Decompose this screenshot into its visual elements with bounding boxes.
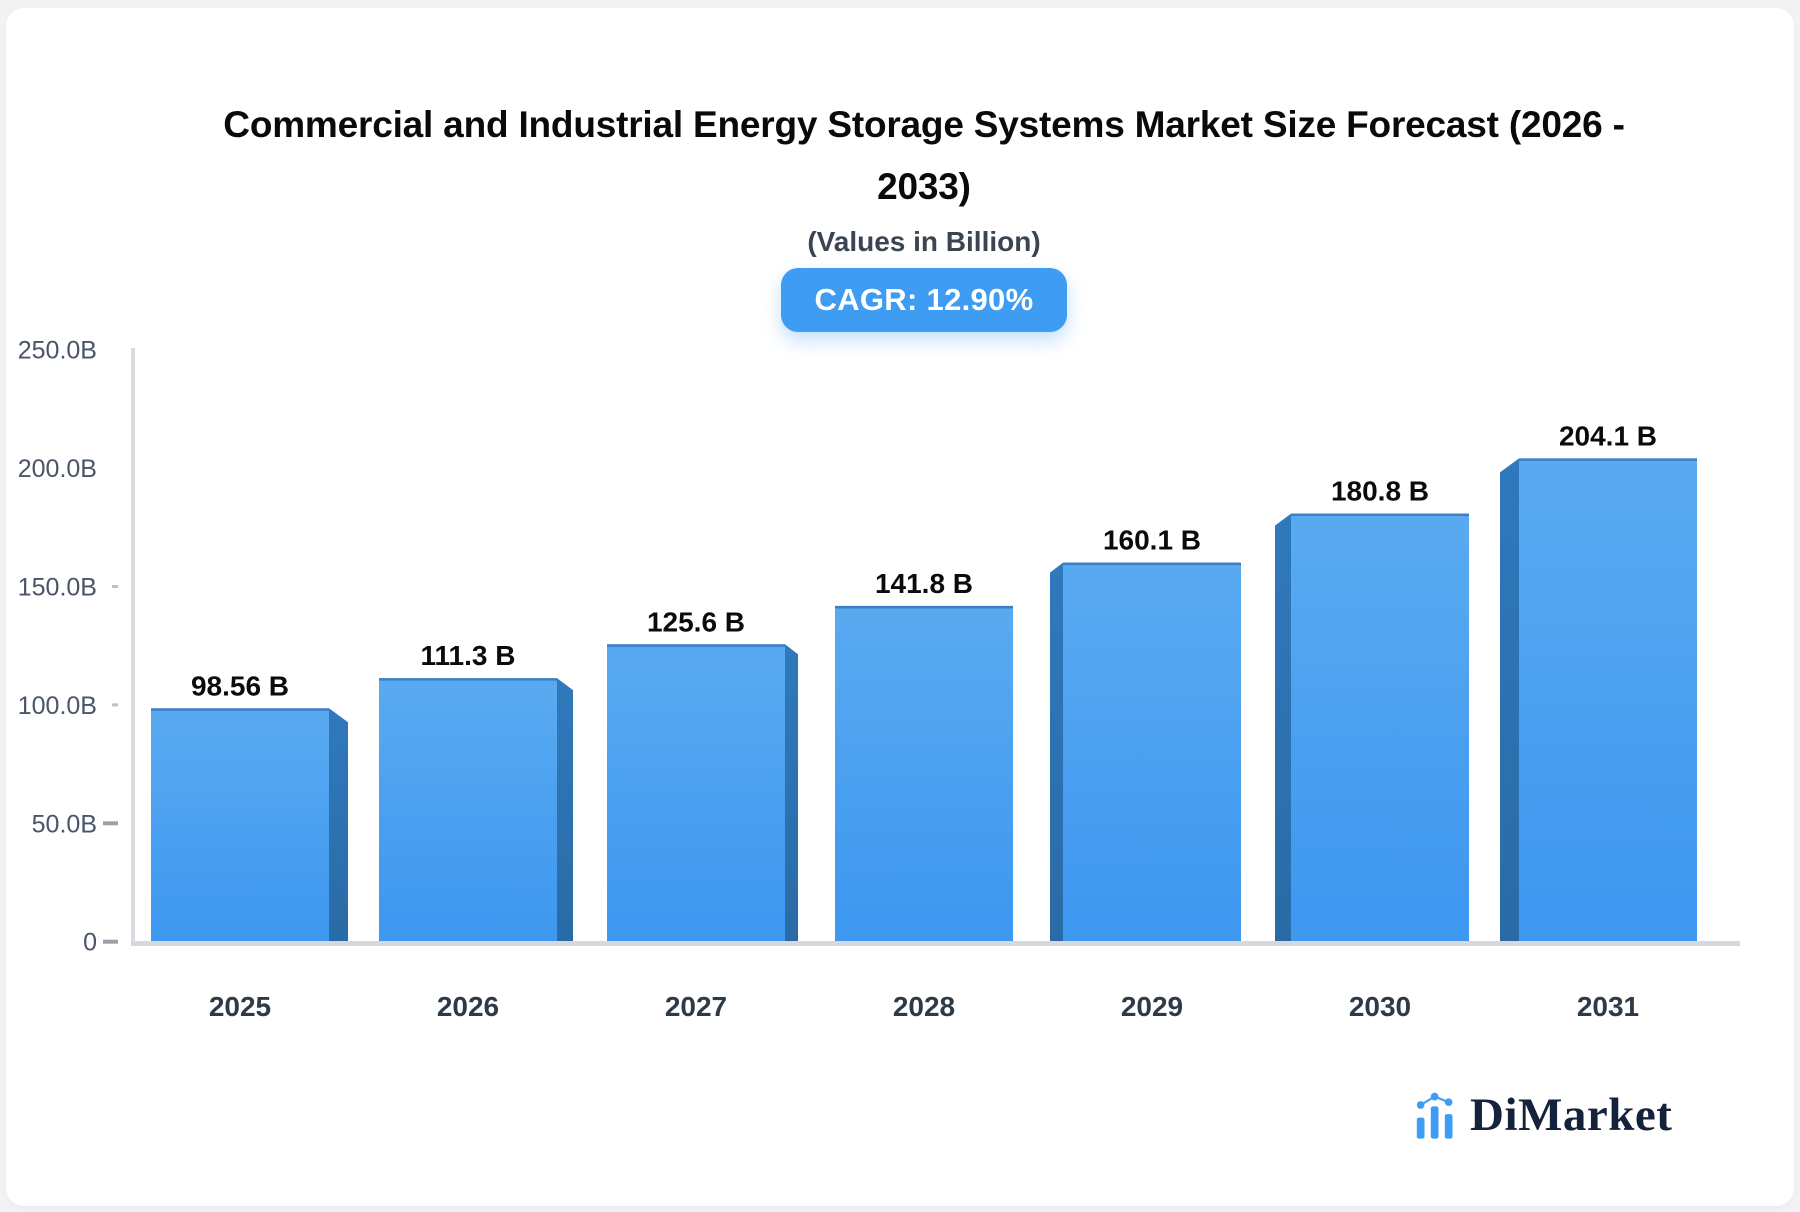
y-tick-label-150: 150.0B: [18, 574, 97, 602]
bar-2025: 98.56 B 2025: [151, 670, 348, 1022]
bar-value-label: 98.56 B: [191, 670, 289, 701]
bar-value-label: 111.3 B: [421, 640, 516, 671]
y-tick-label-50: 50.0B: [32, 810, 97, 838]
bar-front-face: [835, 605, 1013, 946]
page-title: Commercial and Industrial Energy Storage…: [24, 94, 1800, 218]
bar-2028: 141.8 B 2028: [835, 568, 1013, 1022]
x-tick-label-2028: 2028: [893, 991, 955, 1022]
bar-front-face: [607, 644, 785, 946]
bar-top-edge: [607, 644, 785, 647]
bar-side-face: [557, 678, 573, 946]
bar-side-face: [785, 644, 798, 946]
y-tick-dash-50: [103, 821, 118, 826]
bar-value-label: 125.6 B: [647, 606, 745, 637]
x-tick-label-2027: 2027: [665, 991, 727, 1022]
x-tick-label-2031: 2031: [1577, 991, 1639, 1022]
x-tick-label-2026: 2026: [437, 991, 499, 1022]
bar-2026: 111.3 B 2026: [379, 640, 573, 1022]
x-tick-label-2030: 2030: [1349, 991, 1411, 1022]
y-tick-label-0: 0: [83, 929, 97, 957]
bar-top-edge: [1063, 562, 1241, 566]
bar-2029: 160.1 B 2029: [1050, 525, 1241, 1022]
bar-top-edge: [151, 708, 329, 711]
chart-subtitle: (Values in Billion): [807, 226, 1041, 257]
y-tick-dash-150: [112, 585, 118, 588]
chart-logo-icon: [1416, 1092, 1453, 1139]
page-title-line1: Commercial and Industrial Energy Storage…: [223, 104, 1625, 145]
bar-2031: 204.1 B 2031: [1500, 420, 1697, 1022]
bar-value-label: 180.8 B: [1331, 476, 1429, 507]
x-axis-line: [131, 941, 1740, 946]
bar-value-label: 204.1 B: [1559, 420, 1657, 451]
page-title-line2: 2033): [877, 166, 971, 207]
bar-side-face: [1500, 458, 1519, 946]
y-tick-label-200: 200.0B: [18, 455, 97, 483]
y-tick-label-250: 250.0B: [18, 337, 97, 365]
bar-front-face: [151, 708, 329, 946]
y-tick-label-100: 100.0B: [18, 692, 97, 720]
bar-top-edge: [835, 605, 1013, 609]
bar-value-label: 141.8 B: [875, 568, 973, 599]
chart-header: Commercial and Industrial Energy Storage…: [24, 94, 1800, 332]
bar-side-face: [329, 708, 348, 946]
bar-2030: 180.8 B 2030: [1275, 476, 1469, 1022]
bar-side-face: [1275, 513, 1291, 946]
bar-side-face: [1050, 562, 1063, 946]
bar-value-label: 160.1 B: [1103, 525, 1201, 556]
bar-front-face: [1519, 458, 1697, 946]
y-axis-line: [131, 348, 135, 946]
y-tick-dash-0: [103, 939, 118, 944]
bar-top-edge: [379, 678, 557, 681]
bar-top-edge: [1291, 513, 1469, 517]
bar-front-face: [1063, 562, 1241, 946]
x-tick-label-2025: 2025: [209, 991, 271, 1022]
bar-2027: 125.6 B 2027: [607, 606, 798, 1022]
x-tick-label-2029: 2029: [1121, 991, 1183, 1022]
bar-front-face: [1291, 513, 1469, 946]
cagr-badge: CAGR: 12.90%: [780, 268, 1068, 332]
y-tick-dash-100: [112, 703, 118, 707]
bar-front-face: [379, 678, 557, 946]
brand-name: DiMarket: [1470, 1089, 1673, 1141]
brand-logo: DiMarket: [1414, 1090, 1672, 1140]
bar-top-edge: [1519, 458, 1697, 461]
